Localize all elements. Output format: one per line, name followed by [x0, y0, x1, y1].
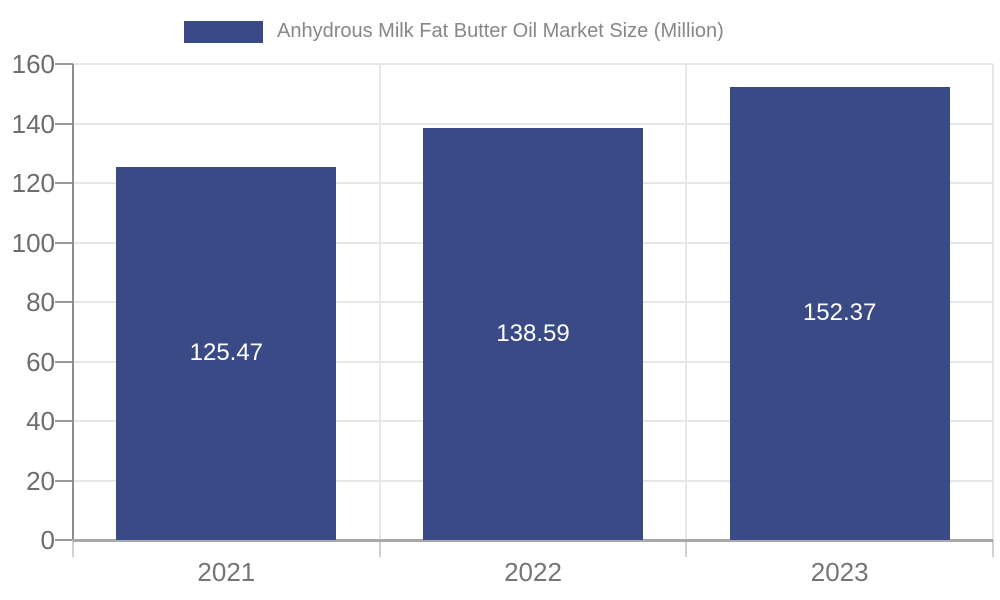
- gridline-v-1: [378, 64, 381, 540]
- x-axis-label-2023: 2023: [810, 557, 869, 587]
- bar-value-label-2021: 125.47: [189, 339, 264, 367]
- y-tick-label-80: 80: [26, 287, 55, 317]
- x-tick-1: [378, 540, 381, 557]
- y-tick-160: [55, 63, 73, 65]
- y-tick-100: [55, 241, 73, 244]
- y-tick-label-160: 160: [11, 49, 55, 79]
- y-tick-140: [55, 122, 73, 125]
- bar-2021: [116, 166, 337, 540]
- x-axis-label-2021: 2021: [197, 557, 256, 587]
- y-tick-label-120: 120: [11, 168, 55, 198]
- y-tick-label-140: 140: [11, 108, 55, 139]
- gridline-v-3: [992, 64, 994, 540]
- x-axis-line: [73, 539, 993, 542]
- x-tick-2: [685, 540, 688, 557]
- gridline-h-140: [73, 122, 993, 125]
- gridline-v-2: [685, 64, 688, 540]
- x-tick-0: [72, 540, 74, 557]
- y-tick-label-100: 100: [11, 227, 55, 258]
- x-tick-3: [992, 540, 994, 557]
- y-tick-120: [55, 182, 73, 184]
- y-tick-40: [55, 420, 73, 422]
- y-tick-label-60: 60: [26, 346, 55, 377]
- bar-value-label-2022: 138.59: [496, 319, 570, 347]
- legend-label: Anhydrous Milk Fat Butter Oil Market Siz…: [277, 20, 724, 42]
- y-tick-label-20: 20: [26, 465, 55, 496]
- y-tick-label-40: 40: [26, 406, 55, 436]
- y-tick-20: [55, 479, 73, 482]
- y-tick-0: [55, 539, 73, 541]
- y-axis-line: [72, 64, 74, 540]
- y-tick-60: [55, 360, 73, 363]
- y-tick-80: [55, 301, 73, 303]
- bar-2022: [423, 127, 643, 540]
- legend-swatch: [184, 20, 263, 43]
- y-tick-label-0: 0: [40, 525, 55, 555]
- legend[interactable]: Anhydrous Milk Fat Butter Oil Market Siz…: [184, 20, 724, 43]
- gridline-h-160: [73, 63, 993, 65]
- bar-value-label-2023: 152.37: [802, 299, 877, 327]
- bar-2023: [729, 86, 950, 540]
- x-axis-label-2022: 2022: [504, 557, 562, 587]
